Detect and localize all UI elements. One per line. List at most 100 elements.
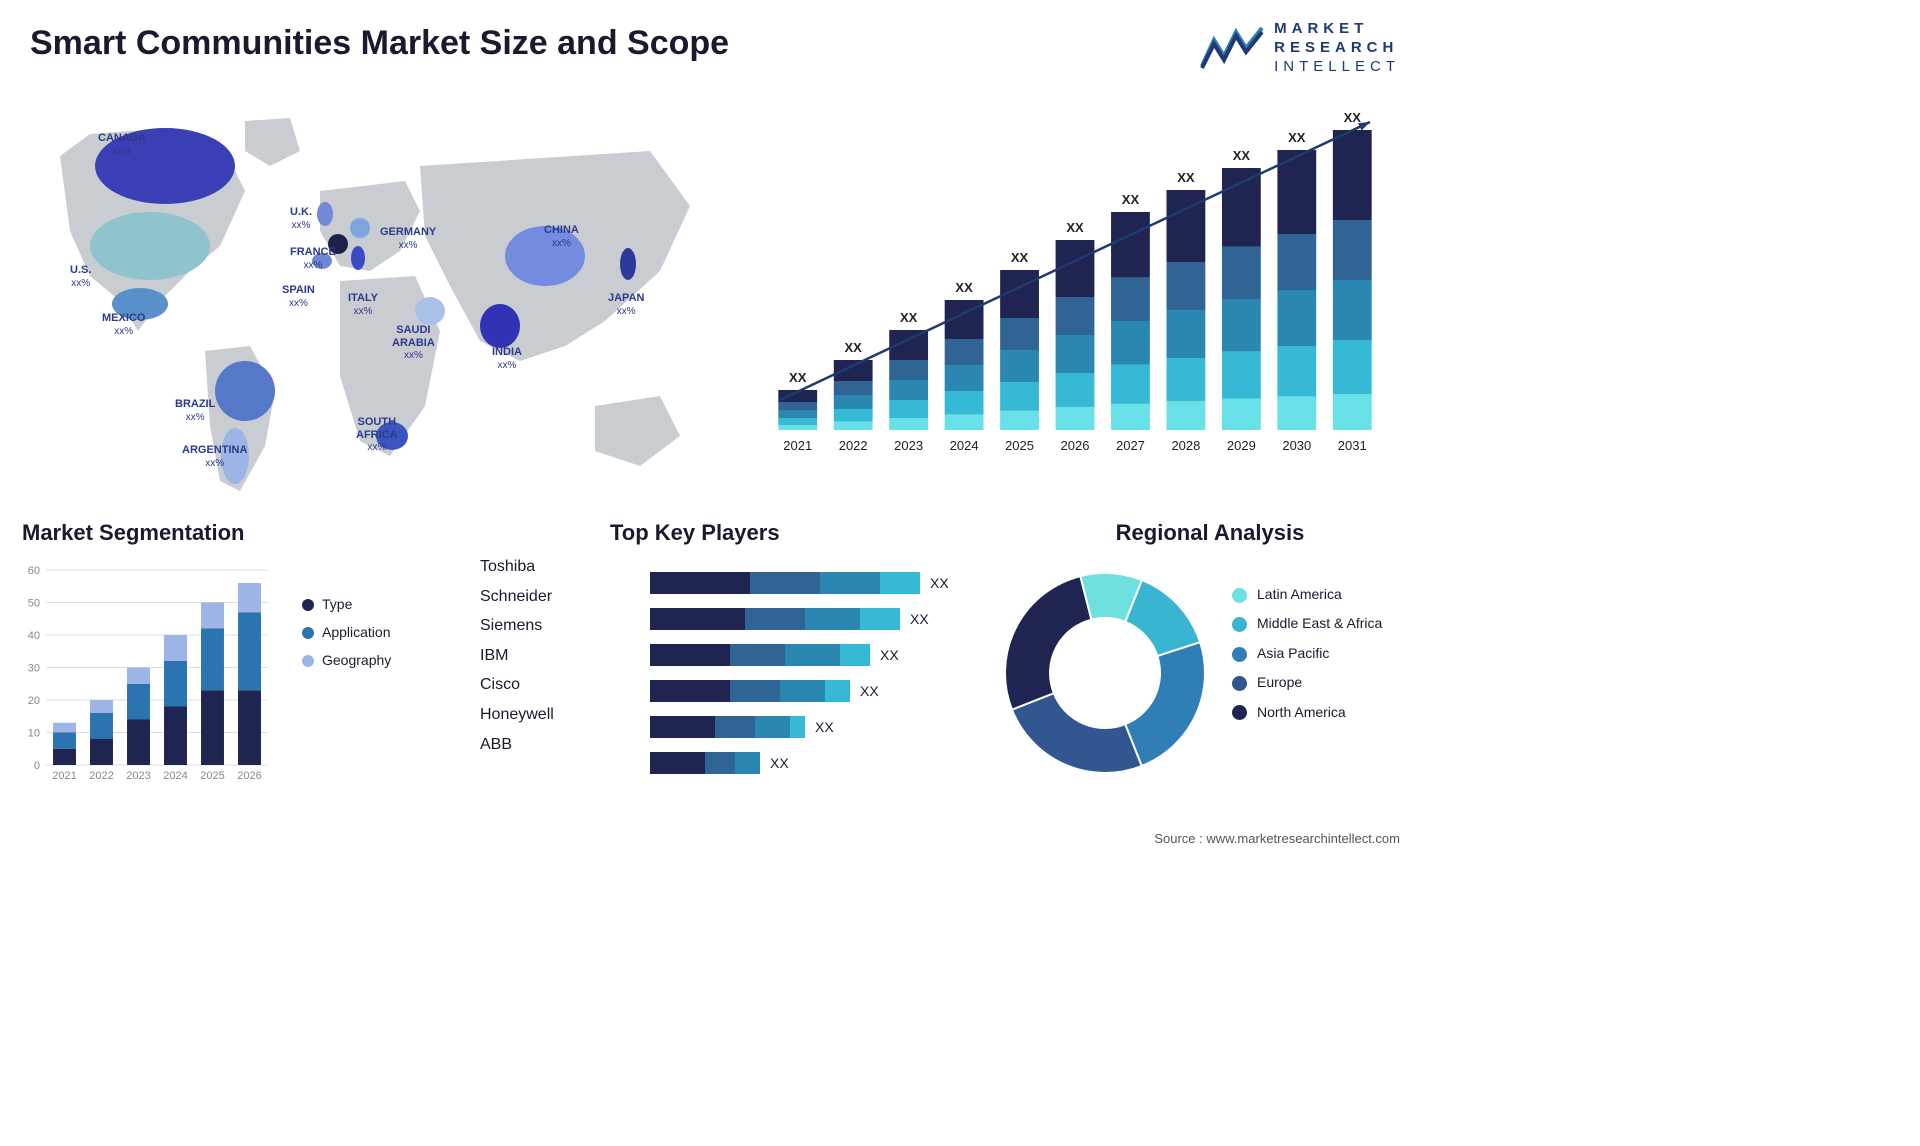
hbar-value-label: XX: [910, 611, 929, 627]
hbar-segment: [650, 644, 730, 666]
key-players-panel: Top Key Players XXXXXXXXXXXX: [610, 520, 970, 810]
hbar-segment: [735, 752, 760, 774]
regional-legend-item: Latin America: [1232, 580, 1382, 609]
regional-legend-item: Middle East & Africa: [1232, 609, 1382, 638]
segmentation-legend: TypeApplicationGeography: [302, 590, 391, 674]
seg-legend-item: Geography: [302, 646, 391, 674]
hbar-row: XX: [650, 568, 960, 598]
hbar-segment: [840, 644, 870, 666]
segmentation-panel: Market Segmentation 01020304050602021202…: [22, 520, 462, 810]
player-list-item: IBM: [480, 641, 554, 671]
svg-text:10: 10: [28, 728, 40, 740]
hbar-segment: [730, 680, 780, 702]
hbar-segment: [730, 644, 785, 666]
hbar-value-label: XX: [815, 719, 834, 735]
hbar-segment: [650, 716, 715, 738]
svg-text:XX: XX: [900, 310, 918, 325]
hbar-segment: [820, 572, 880, 594]
hbar-segment: [790, 716, 805, 738]
svg-text:XX: XX: [955, 280, 973, 295]
map-label-argentina: ARGENTINAxx%: [182, 444, 247, 469]
svg-text:XX: XX: [789, 370, 807, 385]
svg-text:2023: 2023: [894, 438, 923, 453]
hbar-value-label: XX: [930, 575, 949, 591]
regional-legend-item: Asia Pacific: [1232, 639, 1382, 668]
regional-legend-item: Europe: [1232, 668, 1382, 697]
map-label-u-s-: U.S.xx%: [70, 264, 91, 289]
seg-legend-item: Application: [302, 618, 391, 646]
svg-text:40: 40: [28, 630, 40, 642]
svg-text:XX: XX: [1011, 250, 1029, 265]
hbar-segment: [805, 608, 860, 630]
map-label-saudi-arabia: SAUDIARABIAxx%: [392, 324, 435, 362]
map-label-mexico: MEXICOxx%: [102, 312, 145, 337]
player-list-item: Cisco: [480, 670, 554, 700]
brand-mark-icon: [1200, 26, 1264, 70]
svg-text:2021: 2021: [52, 770, 76, 782]
map-label-south-africa: SOUTHAFRICAxx%: [356, 416, 398, 454]
hbar-segment: [825, 680, 850, 702]
map-label-u-k-: U.K.xx%: [290, 206, 312, 231]
svg-text:XX: XX: [1288, 130, 1306, 145]
svg-text:2026: 2026: [1061, 438, 1090, 453]
map-label-china: CHINAxx%: [544, 224, 579, 249]
svg-text:XX: XX: [1122, 192, 1140, 207]
hbar-value-label: XX: [880, 647, 899, 663]
map-label-india: INDIAxx%: [492, 346, 522, 371]
svg-text:XX: XX: [1066, 220, 1084, 235]
hbar-segment: [755, 716, 790, 738]
svg-text:2022: 2022: [839, 438, 868, 453]
svg-text:60: 60: [28, 565, 40, 577]
svg-text:2024: 2024: [950, 438, 979, 453]
svg-text:2024: 2024: [163, 770, 187, 782]
hbar-segment: [650, 572, 750, 594]
page-title: Smart Communities Market Size and Scope: [30, 24, 729, 63]
hbar-segment: [650, 608, 745, 630]
svg-text:2025: 2025: [1005, 438, 1034, 453]
world-map-panel: CANADAxx%U.S.xx%MEXICOxx%BRAZILxx%ARGENT…: [20, 96, 720, 496]
player-list-item: Schneider: [480, 582, 554, 612]
players-list: ToshibaSchneiderSiemensIBMCiscoHoneywell…: [480, 552, 554, 759]
svg-text:2021: 2021: [783, 438, 812, 453]
svg-text:30: 30: [28, 663, 40, 675]
hbar-row: XX: [650, 604, 960, 634]
regional-panel: Regional Analysis Latin AmericaMiddle Ea…: [1000, 520, 1420, 810]
svg-text:2022: 2022: [89, 770, 113, 782]
hbar-segment: [780, 680, 825, 702]
hbar-segment: [705, 752, 735, 774]
svg-text:XX: XX: [1233, 148, 1251, 163]
map-label-italy: ITALYxx%: [348, 292, 378, 317]
hbar-value-label: XX: [770, 755, 789, 771]
svg-text:50: 50: [28, 598, 40, 610]
svg-text:2031: 2031: [1338, 438, 1367, 453]
key-players-chart: XX XX XX XX XX XX: [650, 568, 960, 798]
hbar-segment: [745, 608, 805, 630]
source-attribution: Source : www.marketresearchintellect.com: [1154, 831, 1400, 846]
svg-text:2025: 2025: [200, 770, 224, 782]
svg-text:2027: 2027: [1116, 438, 1145, 453]
seg-legend-item: Type: [302, 590, 391, 618]
segmentation-title: Market Segmentation: [22, 520, 462, 546]
regional-legend: Latin AmericaMiddle East & AfricaAsia Pa…: [1232, 580, 1382, 727]
svg-text:20: 20: [28, 695, 40, 707]
brand-text: MARKET RESEARCH INTELLECT: [1274, 20, 1400, 76]
hbar-segment: [750, 572, 820, 594]
player-list-item: Toshiba: [480, 552, 554, 582]
brand-logo: MARKET RESEARCH INTELLECT: [1200, 20, 1400, 76]
hbar-segment: [650, 752, 705, 774]
map-label-germany: GERMANYxx%: [380, 226, 436, 251]
svg-text:XX: XX: [1177, 170, 1195, 185]
player-list-item: Siemens: [480, 611, 554, 641]
hbar-segment: [880, 572, 920, 594]
svg-text:2030: 2030: [1282, 438, 1311, 453]
hbar-segment: [715, 716, 755, 738]
svg-text:2026: 2026: [237, 770, 261, 782]
player-list-item: Honeywell: [480, 700, 554, 730]
svg-text:2029: 2029: [1227, 438, 1256, 453]
svg-text:XX: XX: [1344, 110, 1362, 125]
regional-donut: [1000, 568, 1210, 778]
player-list-item: ABB: [480, 730, 554, 760]
hbar-row: XX: [650, 676, 960, 706]
map-label-japan: JAPANxx%: [608, 292, 644, 317]
hbar-value-label: XX: [860, 683, 879, 699]
